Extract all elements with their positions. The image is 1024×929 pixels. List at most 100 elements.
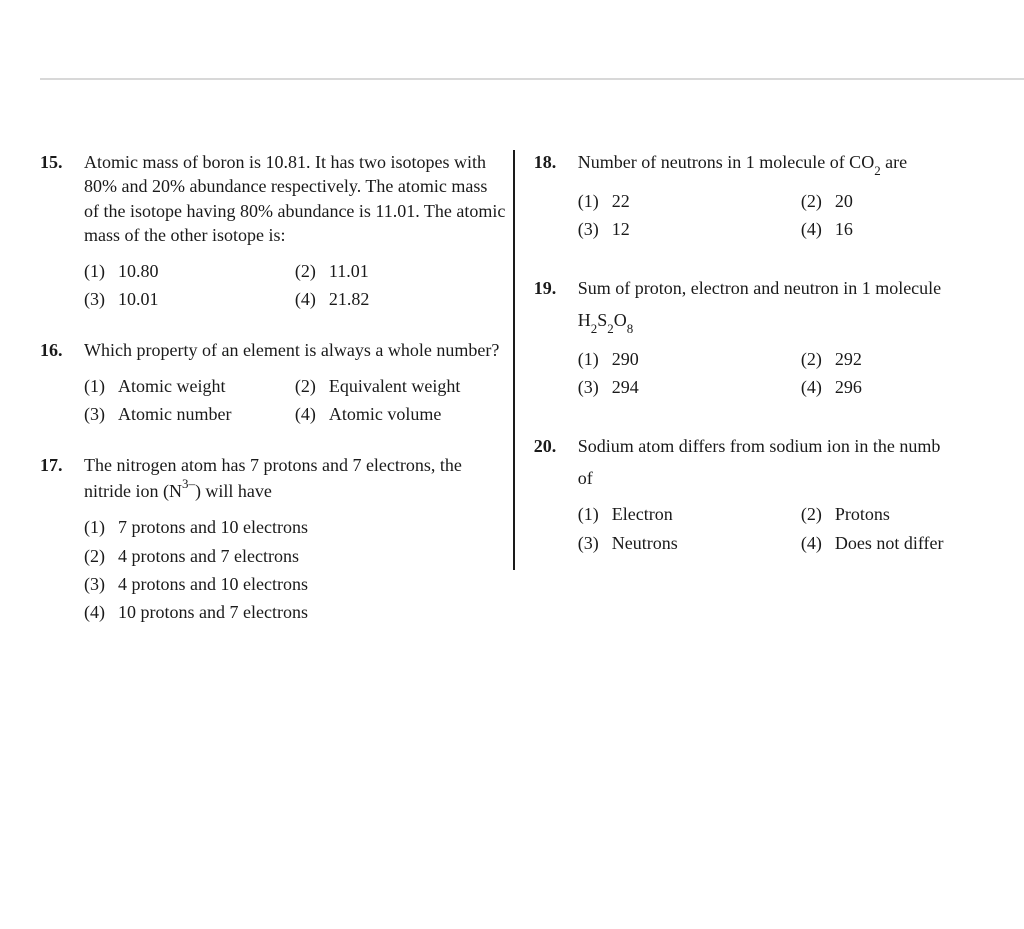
question-number: 15. [40,150,84,312]
subscript: 8 [627,321,633,336]
option-num: (2) [801,502,835,526]
option-num: (2) [84,544,118,568]
option-text: 294 [612,375,639,399]
question-body: The nitrogen atom has 7 protons and 7 el… [84,453,506,625]
option-num: (1) [84,259,118,283]
option-num: (4) [801,375,835,399]
option-num: (2) [295,259,329,283]
option-num: (3) [578,375,612,399]
option-1: (1)Atomic weight [84,374,295,398]
question-text: The nitrogen atom has 7 protons and 7 el… [84,453,506,504]
question-text-of: of [578,466,1024,490]
question-text-pre: The nitrogen atom has 7 protons and 7 el… [84,455,462,501]
question-text-post: are [881,152,907,172]
option-3: (3)Atomic number [84,402,295,426]
option-3: (3)10.01 [84,287,295,311]
option-2: (2)11.01 [295,259,506,283]
left-column: 15. Atomic mass of boron is 10.81. It ha… [40,150,516,650]
question-text: Sum of proton, electron and neutron in 1… [578,276,1024,300]
option-num: (1) [578,189,612,213]
option-text: 4 protons and 7 electrons [118,544,299,568]
options: (1)10.80 (2)11.01 (3)10.01 (4)21.82 [84,255,506,312]
option-text: 11.01 [329,259,369,283]
question-number: 19. [534,276,578,400]
option-text: 21.82 [329,287,370,311]
option-text: 10.80 [118,259,159,283]
question-body: Sum of proton, electron and neutron in 1… [578,276,1024,400]
question-18: 18. Number of neutrons in 1 molecule of … [534,150,1024,242]
option-num: (4) [295,402,329,426]
option-num: (3) [84,287,118,311]
option-2: (2)292 [801,347,1024,371]
option-text: 292 [835,347,862,371]
subscript: 2 [591,321,597,336]
options: (1)290 (2)292 (3)294 (4)296 [578,343,1024,400]
option-3: (3)294 [578,375,801,399]
option-3: (3)Neutrons [578,531,801,555]
question-text: Atomic mass of boron is 10.81. It has tw… [84,150,506,247]
option-text: Atomic number [118,402,231,426]
option-text: 10 protons and 7 electrons [118,600,308,624]
watermark-circle [400,685,550,835]
option-num: (4) [801,217,835,241]
option-num: (1) [578,347,612,371]
question-19: 19. Sum of proton, electron and neutron … [534,276,1024,400]
option-text: 7 protons and 10 electrons [118,515,308,539]
option-text: 290 [612,347,639,371]
question-16: 16. Which property of an element is alwa… [40,338,506,427]
option-text: 12 [612,217,630,241]
question-17: 17. The nitrogen atom has 7 protons and … [40,453,506,625]
option-2: (2)Protons [801,502,1024,526]
option-text: 10.01 [118,287,159,311]
question-text-pre: Number of neutrons in 1 molecule of CO [578,152,874,172]
option-num: (1) [84,374,118,398]
option-text: 20 [835,189,853,213]
option-4: (4)10 protons and 7 electrons [84,600,506,624]
option-num: (2) [801,189,835,213]
subscript: 2 [874,163,880,178]
formula-part: S [597,310,607,330]
option-num: (2) [295,374,329,398]
option-text: Atomic weight [118,374,225,398]
superscript: 3– [182,476,195,491]
option-2: (2)20 [801,189,1024,213]
option-text: Equivalent weight [329,374,460,398]
option-num: (4) [801,531,835,555]
content: 15. Atomic mass of boron is 10.81. It ha… [40,150,1024,650]
option-num: (3) [578,531,612,555]
chemical-formula: H2S2O8 [578,308,1024,335]
options: (1)7 protons and 10 electrons (2)4 proto… [84,511,506,624]
question-number: 16. [40,338,84,427]
options: (1)Atomic weight (2)Equivalent weight (3… [84,370,506,427]
option-4: (4)296 [801,375,1024,399]
question-20: 20. Sodium atom differs from sodium ion … [534,434,1024,555]
option-text: Does not differ [835,531,944,555]
question-text-post: ) will have [195,481,272,501]
question-body: Atomic mass of boron is 10.81. It has tw… [84,150,506,312]
option-num: (4) [295,287,329,311]
question-15: 15. Atomic mass of boron is 10.81. It ha… [40,150,506,312]
option-text: Protons [835,502,890,526]
option-2: (2)4 protons and 7 electrons [84,544,506,568]
question-number: 20. [534,434,578,555]
option-num: (3) [84,572,118,596]
option-1: (1)290 [578,347,801,371]
option-num: (2) [801,347,835,371]
top-rule [40,78,1024,80]
question-number: 17. [40,453,84,625]
option-4: (4)21.82 [295,287,506,311]
option-4: (4)Does not differ [801,531,1024,555]
option-text: Atomic volume [329,402,441,426]
question-number: 18. [534,150,578,242]
option-3: (3)4 protons and 10 electrons [84,572,506,596]
options: (1)Electron (2)Protons (3)Neutrons (4)Do… [578,498,1024,555]
option-1: (1)7 protons and 10 electrons [84,515,506,539]
question-body: Number of neutrons in 1 molecule of CO2 … [578,150,1024,242]
option-3: (3)12 [578,217,801,241]
question-text: Which property of an element is always a… [84,338,506,362]
options: (1)22 (2)20 (3)12 (4)16 [578,185,1024,242]
option-text: 4 protons and 10 electrons [118,572,308,596]
option-2: (2)Equivalent weight [295,374,506,398]
page: P W 15. Atomic mass of boron is 10.81. I… [0,0,1024,929]
watermark-w: W [238,778,478,929]
